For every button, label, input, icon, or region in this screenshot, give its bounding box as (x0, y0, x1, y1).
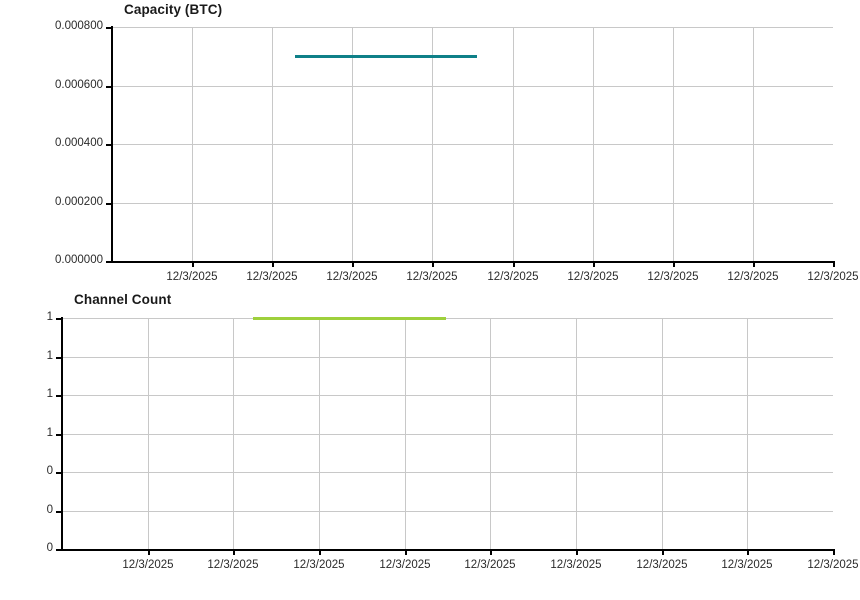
vertical-gridline (576, 318, 577, 549)
y-axis-label: 0.000000 (55, 254, 103, 266)
x-axis-tick (833, 549, 835, 555)
channel-count-chart-panel: Channel Count 1 1 1 1 0 0 0 12/3/2025 12/3/2025 1… (0, 290, 860, 600)
x-axis-tick (673, 261, 675, 267)
x-axis-tick (490, 549, 492, 555)
y-axis-tick (106, 261, 112, 263)
x-axis-label: 12/3/2025 (727, 271, 779, 283)
horizontal-gridline (62, 357, 833, 358)
x-axis-tick (192, 261, 194, 267)
x-axis-label: 12/3/2025 (166, 271, 218, 283)
vertical-gridline (148, 318, 149, 549)
x-axis-label: 12/3/2025 (246, 271, 298, 283)
vertical-gridline (352, 27, 353, 261)
y-axis-tick (56, 549, 62, 551)
y-axis-line (61, 317, 63, 550)
y-axis-tick (56, 318, 62, 320)
vertical-gridline (747, 318, 748, 549)
x-axis-label: 12/3/2025 (293, 559, 345, 571)
horizontal-gridline (62, 395, 833, 396)
x-axis-tick (753, 261, 755, 267)
x-axis-label: 12/3/2025 (636, 559, 688, 571)
x-axis-line (61, 549, 833, 551)
y-axis-tick (106, 86, 112, 88)
y-axis-tick (56, 434, 62, 436)
x-axis-label: 12/3/2025 (550, 559, 602, 571)
x-axis-tick (593, 261, 595, 267)
x-axis-tick (319, 549, 321, 555)
data-series-line (295, 54, 477, 58)
x-axis-tick (272, 261, 274, 267)
x-axis-tick (352, 261, 354, 267)
x-axis-tick (432, 261, 434, 267)
x-axis-tick (233, 549, 235, 555)
x-axis-label: 12/3/2025 (207, 559, 259, 571)
data-series-line (253, 316, 446, 320)
vertical-gridline (405, 318, 406, 549)
vertical-gridline (192, 27, 193, 261)
horizontal-gridline (112, 203, 833, 204)
y-axis-line (111, 26, 113, 262)
x-axis-tick (148, 549, 150, 555)
vertical-gridline (319, 318, 320, 549)
x-axis-label: 12/3/2025 (122, 559, 174, 571)
horizontal-gridline (62, 318, 833, 319)
y-axis-tick (106, 144, 112, 146)
vertical-gridline (662, 318, 663, 549)
vertical-gridline (513, 27, 514, 261)
y-axis-label: 0.000600 (55, 79, 103, 91)
horizontal-gridline (112, 27, 833, 28)
y-axis-label: 1 (46, 311, 53, 323)
y-axis-tick (56, 357, 62, 359)
y-axis-label: 0 (46, 542, 53, 554)
x-axis-label: 12/3/2025 (647, 271, 699, 283)
x-axis-tick (405, 549, 407, 555)
y-axis-tick (56, 472, 62, 474)
x-axis-label: 12/3/2025 (807, 559, 859, 571)
y-axis-tick (106, 27, 112, 29)
horizontal-gridline (62, 434, 833, 435)
x-axis-label: 12/3/2025 (567, 271, 619, 283)
vertical-gridline (673, 27, 674, 261)
channel-count-chart-title: Channel Count (74, 292, 172, 307)
y-axis-label: 1 (46, 388, 53, 400)
y-axis-label: 0.000200 (55, 196, 103, 208)
capacity-chart-title: Capacity (BTC) (124, 2, 223, 17)
x-axis-label: 12/3/2025 (807, 271, 859, 283)
vertical-gridline (753, 27, 754, 261)
y-axis-tick (56, 511, 62, 513)
capacity-chart-panel: Capacity (BTC) 0.000800 0.000600 0.000400 0… (0, 0, 860, 290)
x-axis-label: 12/3/2025 (721, 559, 773, 571)
x-axis-label: 12/3/2025 (326, 271, 378, 283)
horizontal-gridline (112, 86, 833, 87)
vertical-gridline (593, 27, 594, 261)
y-axis-tick (106, 203, 112, 205)
vertical-gridline (233, 318, 234, 549)
vertical-gridline (272, 27, 273, 261)
vertical-gridline (432, 27, 433, 261)
x-axis-label: 12/3/2025 (379, 559, 431, 571)
vertical-gridline (490, 318, 491, 549)
y-axis-label: 0.000400 (55, 137, 103, 149)
channel-count-plot-area (62, 316, 833, 549)
x-axis-tick (513, 261, 515, 267)
y-axis-label: 1 (46, 427, 53, 439)
y-axis-label: 1 (46, 350, 53, 362)
horizontal-gridline (62, 472, 833, 473)
x-axis-tick (747, 549, 749, 555)
x-axis-line (111, 261, 833, 263)
x-axis-tick (833, 261, 835, 267)
horizontal-gridline (62, 511, 833, 512)
y-axis-label: 0 (46, 465, 53, 477)
x-axis-label: 12/3/2025 (487, 271, 539, 283)
x-axis-tick (662, 549, 664, 555)
horizontal-gridline (112, 144, 833, 145)
x-axis-label: 12/3/2025 (406, 271, 458, 283)
y-axis-label: 0.000800 (55, 20, 103, 32)
y-axis-label: 0 (46, 504, 53, 516)
capacity-plot-area (112, 27, 833, 261)
x-axis-label: 12/3/2025 (464, 559, 516, 571)
y-axis-tick (56, 395, 62, 397)
x-axis-tick (576, 549, 578, 555)
